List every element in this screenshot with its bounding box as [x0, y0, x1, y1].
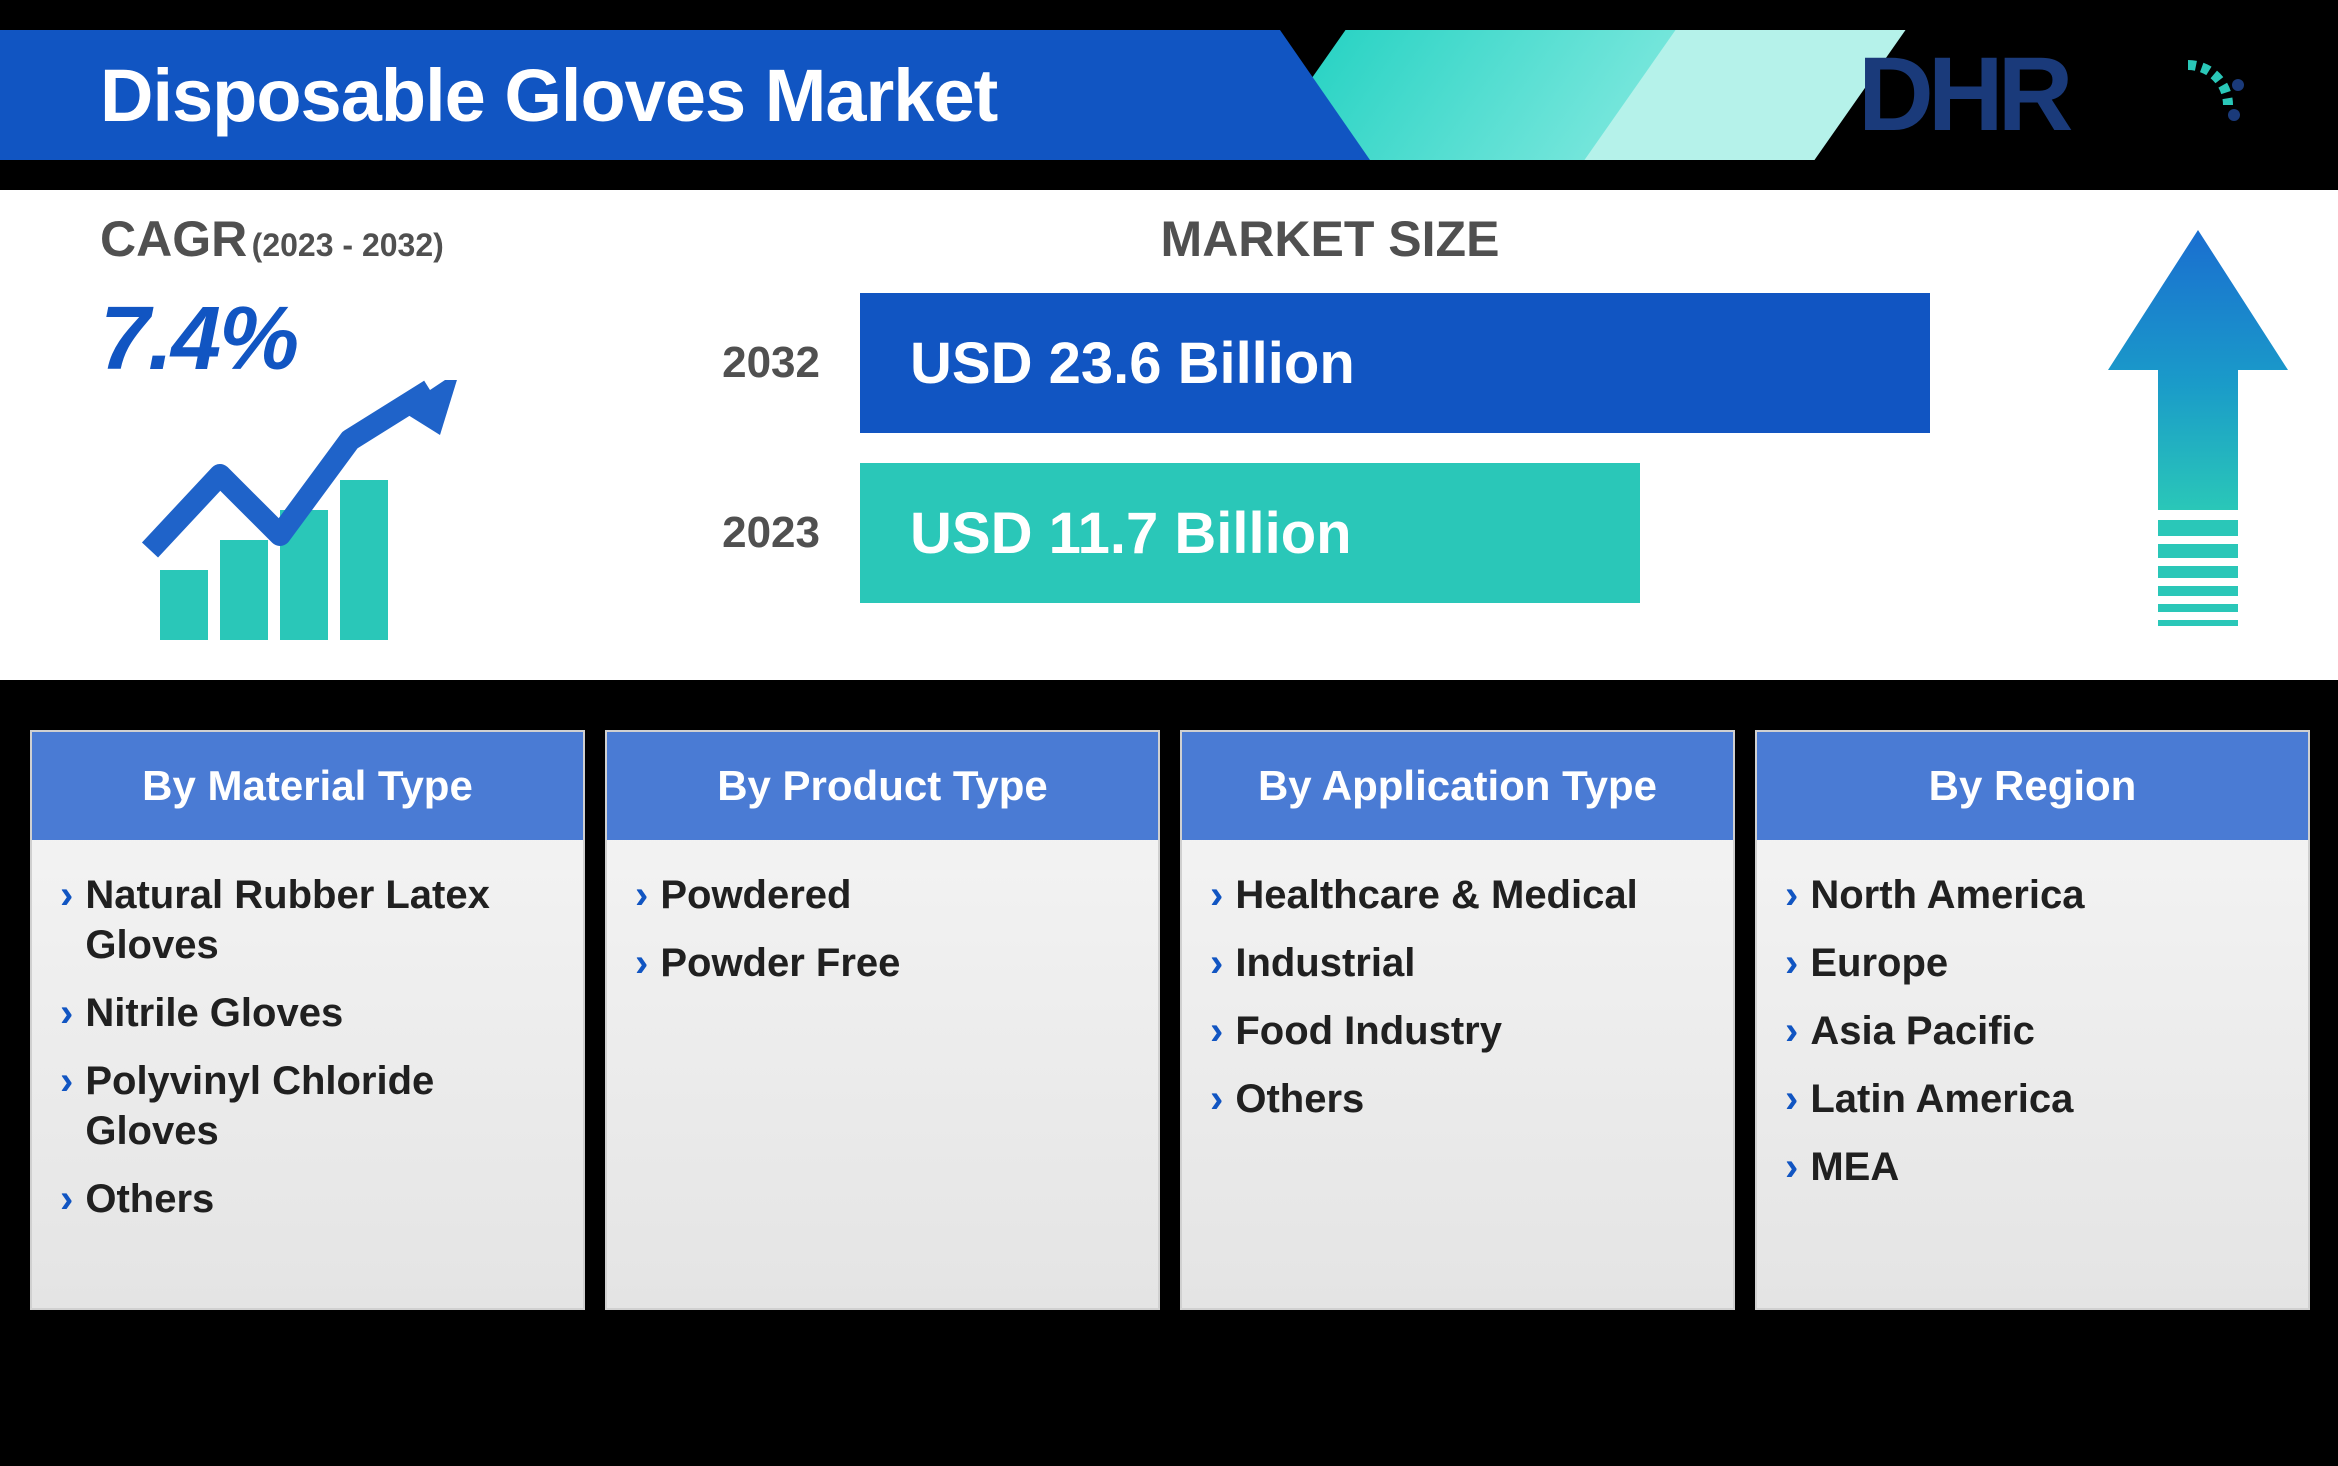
market-size-bar-0: USD 23.6 Billion: [860, 293, 1930, 433]
segment-header-0: By Material Type: [32, 732, 583, 840]
list-item: ›Natural Rubber Latex Gloves: [60, 870, 555, 970]
list-item: ›Industrial: [1210, 938, 1705, 988]
list-item: ›Others: [60, 1174, 555, 1224]
list-item-label: Others: [1235, 1074, 1364, 1124]
chevron-icon: ›: [1210, 1074, 1223, 1124]
segment-list-3: ›North America›Europe›Asia Pacific›Latin…: [1757, 840, 2308, 1240]
svg-text:DHR: DHR: [1858, 36, 2072, 153]
cagr-label-row: CAGR (2023 - 2032): [100, 210, 444, 268]
list-item: ›Powdered: [635, 870, 1130, 920]
market-size-block: MARKET SIZE 2032 USD 23.6 Billion 2023 U…: [680, 210, 1980, 633]
cagr-block: CAGR (2023 - 2032) 7.4%: [100, 210, 444, 391]
market-size-year-1: 2023: [680, 508, 860, 558]
list-item: ›Powder Free: [635, 938, 1130, 988]
header-blue: Disposable Gloves Market: [0, 30, 1280, 160]
segment-header-2: By Application Type: [1182, 732, 1733, 840]
segment-header-3: By Region: [1757, 732, 2308, 840]
list-item-label: Europe: [1810, 938, 1948, 988]
chevron-icon: ›: [60, 1174, 73, 1224]
list-item-label: Natural Rubber Latex Gloves: [85, 870, 555, 970]
dhr-logo-icon: DHR: [1858, 35, 2278, 155]
list-item: ›Asia Pacific: [1785, 1006, 2280, 1056]
logo: DHR: [1858, 35, 2278, 155]
list-item-label: Powdered: [660, 870, 851, 920]
list-item-label: Polyvinyl Chloride Gloves: [85, 1056, 555, 1156]
cagr-period: (2023 - 2032): [252, 227, 444, 263]
mid-section: CAGR (2023 - 2032) 7.4% MARKET SIZE 2032…: [0, 190, 2338, 680]
list-item-label: Food Industry: [1235, 1006, 1502, 1056]
chevron-icon: ›: [60, 1056, 73, 1106]
segment-list-0: ›Natural Rubber Latex Gloves›Nitrile Glo…: [32, 840, 583, 1272]
market-size-year-0: 2032: [680, 338, 860, 388]
growth-chart-icon: [130, 380, 490, 660]
segment-card-2: By Application Type›Healthcare & Medical…: [1180, 730, 1735, 1310]
chevron-icon: ›: [1785, 870, 1798, 920]
chevron-icon: ›: [60, 988, 73, 1038]
market-size-row-0: 2032 USD 23.6 Billion: [680, 293, 1980, 433]
list-item-label: Latin America: [1810, 1074, 2073, 1124]
list-item-label: Others: [85, 1174, 214, 1224]
chevron-icon: ›: [1785, 938, 1798, 988]
list-item: ›Polyvinyl Chloride Gloves: [60, 1056, 555, 1156]
header-band: Disposable Gloves Market DHR: [0, 0, 2338, 190]
market-size-bar-1: USD 11.7 Billion: [860, 463, 1640, 603]
segment-header-1: By Product Type: [607, 732, 1158, 840]
segment-card-3: By Region›North America›Europe›Asia Paci…: [1755, 730, 2310, 1310]
market-size-row-1: 2023 USD 11.7 Billion: [680, 463, 1980, 603]
chevron-icon: ›: [1785, 1006, 1798, 1056]
segment-card-1: By Product Type›Powdered›Powder Free: [605, 730, 1160, 1310]
chevron-icon: ›: [1785, 1142, 1798, 1192]
cagr-label: CAGR: [100, 211, 247, 267]
list-item: ›Europe: [1785, 938, 2280, 988]
list-item-label: Healthcare & Medical: [1235, 870, 1637, 920]
segments-row: By Material Type›Natural Rubber Latex Gl…: [30, 730, 2310, 1310]
market-size-value-0: USD 23.6 Billion: [910, 330, 1355, 397]
list-item: ›Latin America: [1785, 1074, 2280, 1124]
market-size-value-1: USD 11.7 Billion: [910, 500, 1352, 567]
list-item-label: Industrial: [1235, 938, 1415, 988]
chevron-icon: ›: [1210, 1006, 1223, 1056]
list-item: ›MEA: [1785, 1142, 2280, 1192]
chevron-icon: ›: [1210, 938, 1223, 988]
cagr-value: 7.4%: [100, 288, 444, 391]
chevron-icon: ›: [60, 870, 73, 920]
list-item: ›North America: [1785, 870, 2280, 920]
up-arrow-icon: [2108, 230, 2288, 650]
list-item: ›Others: [1210, 1074, 1705, 1124]
list-item: ›Nitrile Gloves: [60, 988, 555, 1038]
list-item-label: Asia Pacific: [1810, 1006, 2035, 1056]
list-item: ›Food Industry: [1210, 1006, 1705, 1056]
chevron-icon: ›: [1210, 870, 1223, 920]
list-item-label: Powder Free: [660, 938, 900, 988]
list-item-label: MEA: [1810, 1142, 1899, 1192]
segment-card-0: By Material Type›Natural Rubber Latex Gl…: [30, 730, 585, 1310]
list-item-label: Nitrile Gloves: [85, 988, 343, 1038]
list-item: ›Healthcare & Medical: [1210, 870, 1705, 920]
list-item-label: North America: [1810, 870, 2084, 920]
segment-list-1: ›Powdered›Powder Free: [607, 840, 1158, 1036]
chevron-icon: ›: [1785, 1074, 1798, 1124]
chevron-icon: ›: [635, 938, 648, 988]
chevron-icon: ›: [635, 870, 648, 920]
page-title: Disposable Gloves Market: [100, 53, 997, 138]
market-size-label: MARKET SIZE: [680, 210, 1980, 268]
segment-list-2: ›Healthcare & Medical›Industrial›Food In…: [1182, 840, 1733, 1172]
